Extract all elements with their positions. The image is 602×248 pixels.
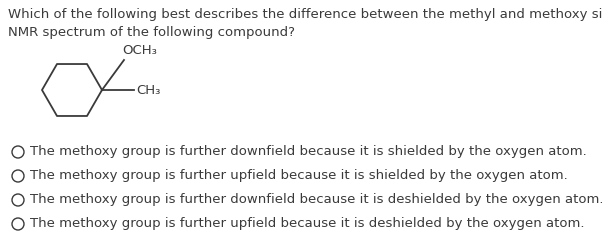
Text: CH₃: CH₃: [136, 84, 160, 96]
Text: The methoxy group is further downfield because it is shielded by the oxygen atom: The methoxy group is further downfield b…: [30, 146, 587, 158]
Text: The methoxy group is further downfield because it is deshielded by the oxygen at: The methoxy group is further downfield b…: [30, 193, 602, 207]
Text: NMR spectrum of the following compound?: NMR spectrum of the following compound?: [8, 26, 295, 39]
Text: Which of the following best describes the difference between the methyl and meth: Which of the following best describes th…: [8, 8, 602, 21]
Text: OCH₃: OCH₃: [122, 44, 157, 57]
Text: The methoxy group is further upfield because it is shielded by the oxygen atom.: The methoxy group is further upfield bec…: [30, 169, 568, 183]
Text: The methoxy group is further upfield because it is deshielded by the oxygen atom: The methoxy group is further upfield bec…: [30, 217, 585, 230]
